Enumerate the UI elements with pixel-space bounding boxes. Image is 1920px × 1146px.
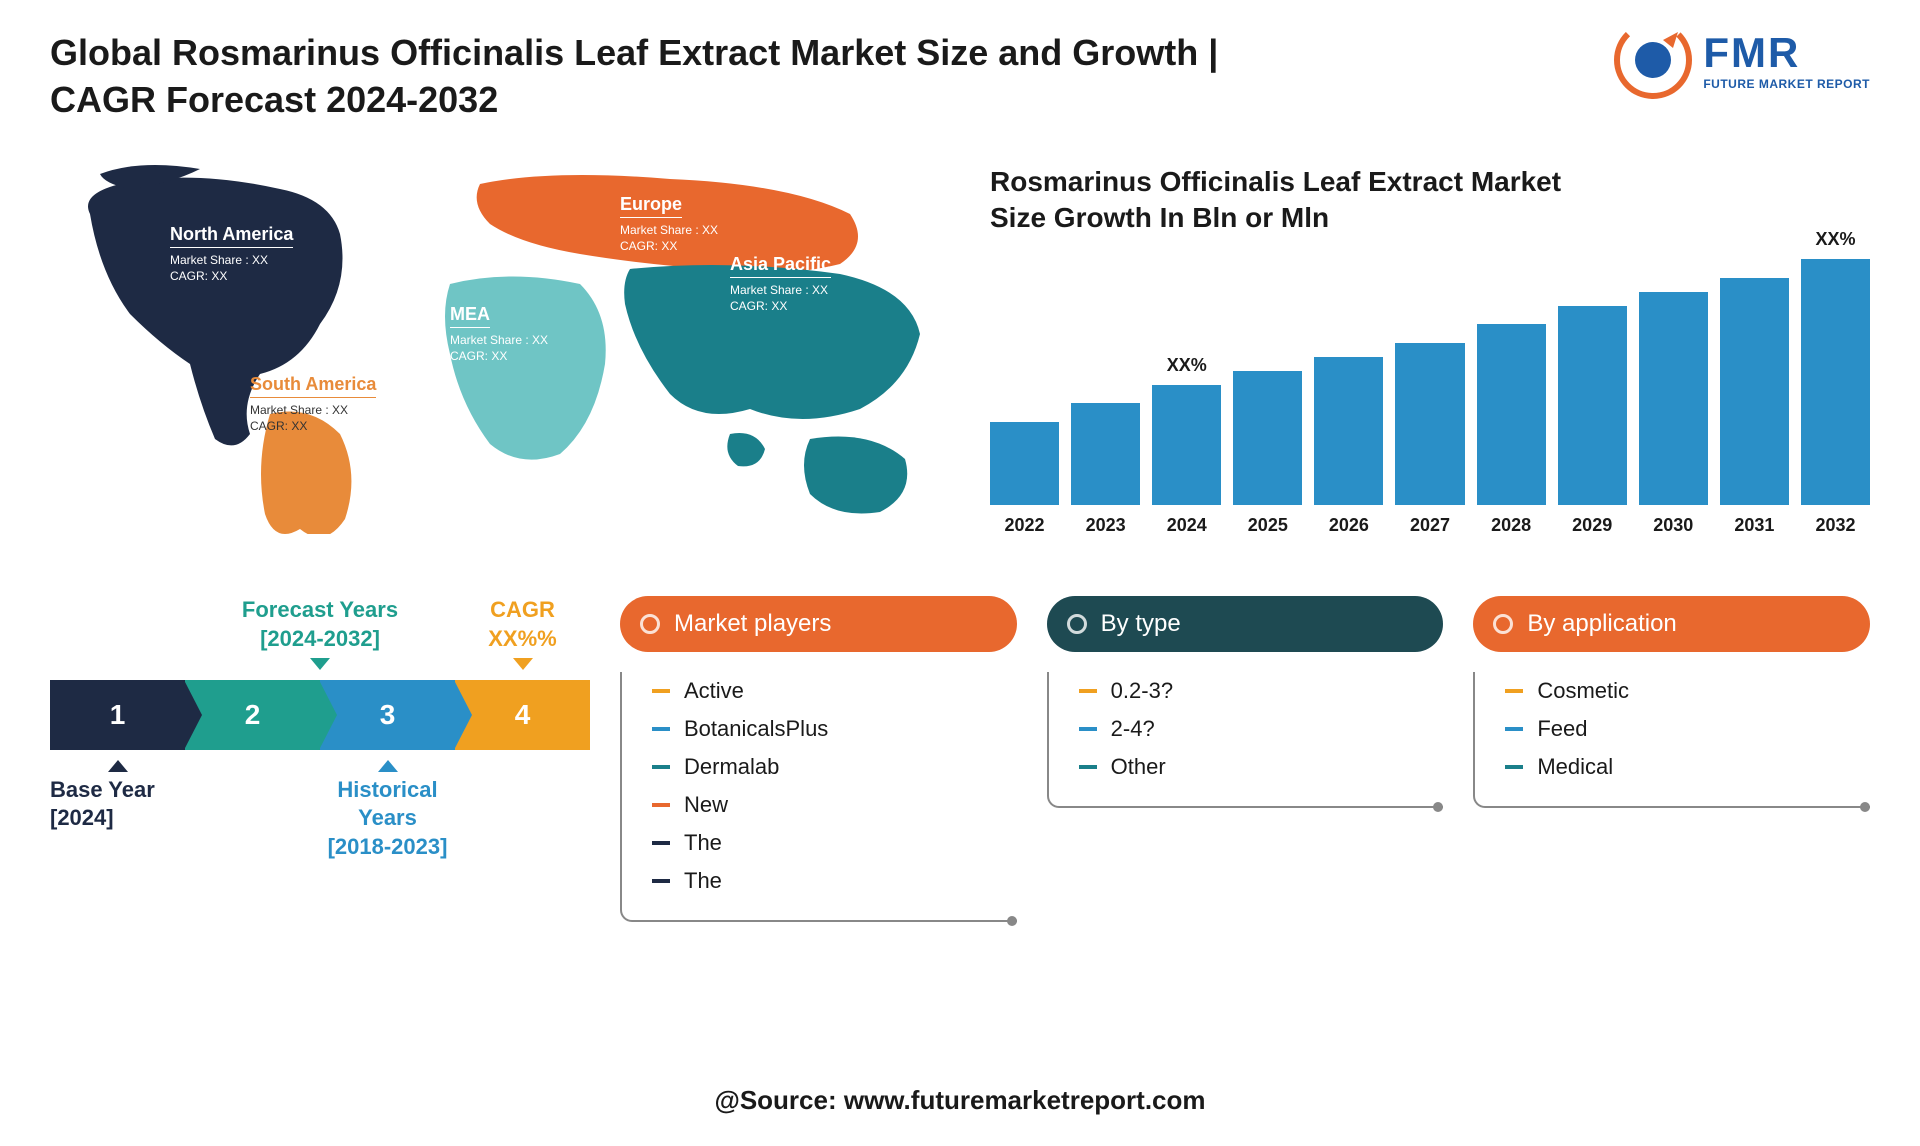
list-item: New: [652, 786, 997, 824]
bar-item: 2028: [1477, 324, 1546, 536]
bar-item: 2030: [1639, 292, 1708, 537]
by-type-list: 0.2-3?2-4?Other: [1047, 672, 1444, 808]
by-application-list: CosmeticFeedMedical: [1473, 672, 1870, 808]
base-year-label: Base Year [2024]: [50, 760, 185, 862]
market-players-header: Market players: [620, 596, 1017, 652]
by-application-header: By application: [1473, 596, 1870, 652]
bar-item: 2029: [1558, 306, 1627, 537]
bar-item: 2025: [1233, 371, 1302, 537]
timeline-seg-4: 4: [455, 680, 590, 750]
region-label-eu: EuropeMarket Share : XXCAGR: XX: [620, 194, 718, 256]
timeline-block: Forecast Years [2024-2032] CAGR XX%% 1 2…: [50, 596, 590, 861]
chart-title: Rosmarinus Officinalis Leaf Extract Mark…: [990, 164, 1590, 237]
list-item: The: [652, 824, 997, 862]
list-item: Dermalab: [652, 748, 997, 786]
logo-main-text: FMR: [1703, 29, 1870, 77]
region-label-ap: Asia PacificMarket Share : XXCAGR: XX: [730, 254, 831, 316]
list-item: Active: [652, 672, 997, 710]
bar-item: XX%2024: [1152, 385, 1221, 537]
bar-chart: 20222023XX%20242025202620272028202920302…: [990, 256, 1870, 536]
bar-item: XX%2032: [1801, 259, 1870, 536]
timeline-seg-2: 2: [185, 680, 320, 750]
world-map: North AmericaMarket Share : XXCAGR: XX So…: [50, 154, 950, 534]
timeline-seg-3: 3: [320, 680, 455, 750]
logo-sub-text: FUTURE MARKET REPORT: [1703, 77, 1870, 91]
by-application-block: By application CosmeticFeedMedical: [1473, 596, 1870, 808]
historical-years-label: Historical Years [2018-2023]: [320, 760, 455, 862]
list-item: Medical: [1505, 748, 1850, 786]
bar-item: 2023: [1071, 403, 1140, 536]
page-title: Global Rosmarinus Officinalis Leaf Extra…: [50, 30, 1300, 124]
list-item: Cosmetic: [1505, 672, 1850, 710]
list-item: Feed: [1505, 710, 1850, 748]
region-label-sa: South AmericaMarket Share : XXCAGR: XX: [250, 374, 376, 436]
bar-item: 2022: [990, 422, 1059, 537]
list-item: The: [652, 862, 997, 900]
logo-icon: [1613, 20, 1693, 100]
region-label-mea: MEAMarket Share : XXCAGR: XX: [450, 304, 548, 366]
list-item: BotanicalsPlus: [652, 710, 997, 748]
timeline-bar: 1 2 3 4: [50, 680, 590, 750]
cagr-label: CAGR XX%%: [455, 596, 590, 669]
bar-item: 2027: [1395, 343, 1464, 537]
list-item: Other: [1079, 748, 1424, 786]
bar-item: 2031: [1720, 278, 1789, 537]
bar-item: 2026: [1314, 357, 1383, 537]
list-item: 0.2-3?: [1079, 672, 1424, 710]
forecast-years-label: Forecast Years [2024-2032]: [185, 596, 455, 669]
bar-chart-section: Rosmarinus Officinalis Leaf Extract Mark…: [990, 154, 1870, 537]
market-players-block: Market players ActiveBotanicalsPlusDerma…: [620, 596, 1017, 922]
market-players-list: ActiveBotanicalsPlusDermalabNewTheThe: [620, 672, 1017, 922]
region-label-na: North AmericaMarket Share : XXCAGR: XX: [170, 224, 293, 286]
by-type-header: By type: [1047, 596, 1444, 652]
list-item: 2-4?: [1079, 710, 1424, 748]
by-type-block: By type 0.2-3?2-4?Other: [1047, 596, 1444, 808]
fmr-logo: FMR FUTURE MARKET REPORT: [1613, 20, 1870, 100]
timeline-seg-1: 1: [50, 680, 185, 750]
source-attribution: @Source: www.futuremarketreport.com: [714, 1085, 1205, 1116]
